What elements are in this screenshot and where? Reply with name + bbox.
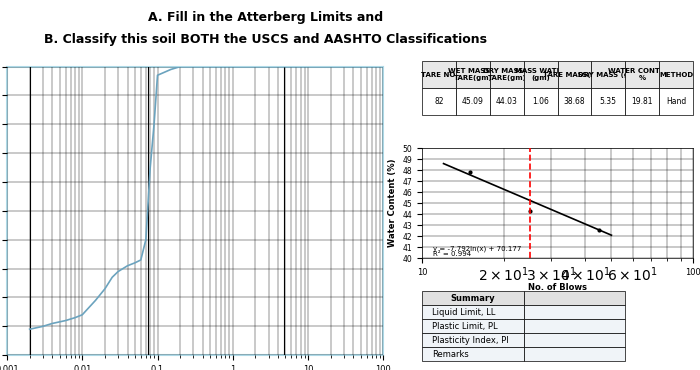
Y-axis label: Water Content (%): Water Content (%) <box>388 159 397 248</box>
Text: No. of Blows: No. of Blows <box>528 283 587 292</box>
Text: A. Fill in the Atterberg Limits and: A. Fill in the Atterberg Limits and <box>148 11 384 24</box>
Text: R² = 0.994: R² = 0.994 <box>433 251 471 257</box>
Text: y = -7.792ln(x) + 70.177: y = -7.792ln(x) + 70.177 <box>433 245 522 252</box>
Text: B. Classify this soil BOTH the USCS and AASHTO Classifications: B. Classify this soil BOTH the USCS and … <box>45 33 487 46</box>
